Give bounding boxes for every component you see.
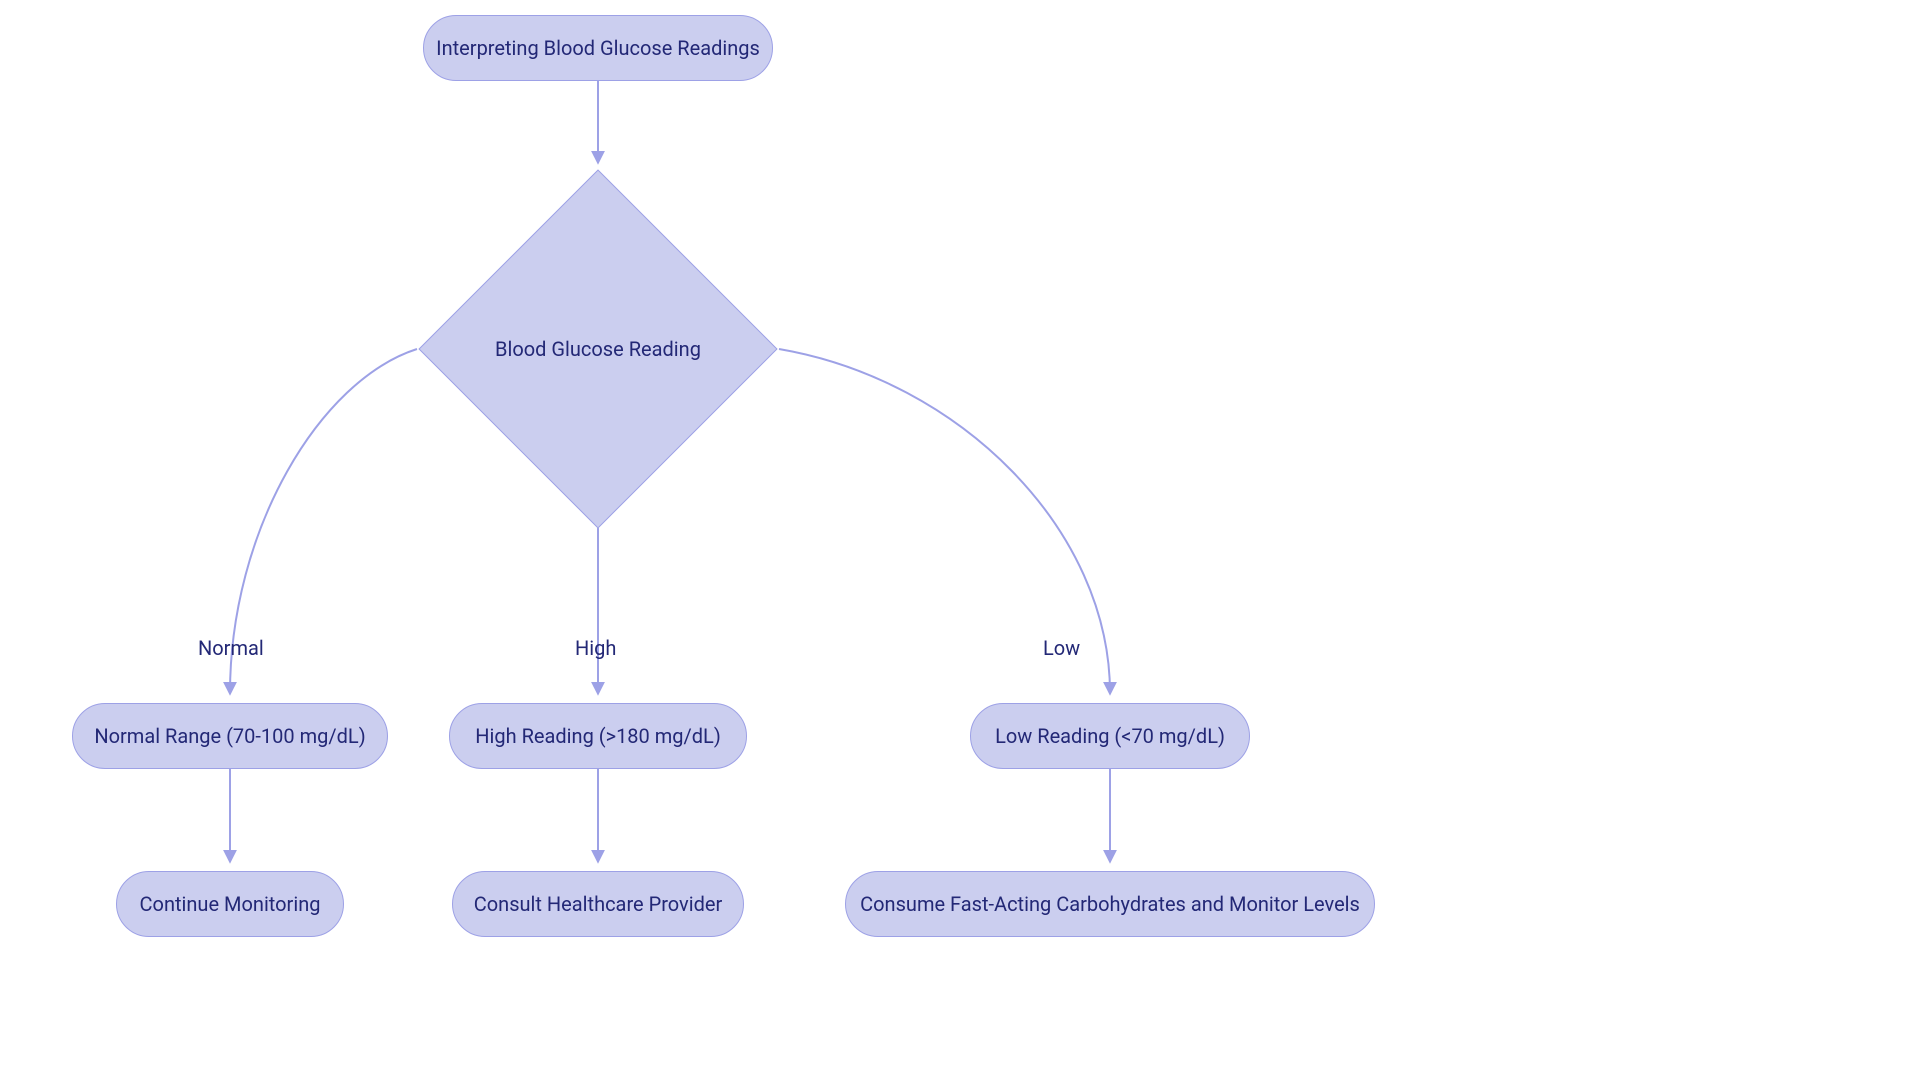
node-action-low: Consume Fast-Acting Carbohydrates and Mo… [845,871,1375,937]
edge-label-high: High [575,636,616,660]
edge-label-normal: Normal [198,636,264,660]
flowchart-canvas: Interpreting Blood Glucose Readings Bloo… [0,0,1920,1083]
node-decision-text: Blood Glucose Reading [495,336,701,362]
node-low-text: Low Reading (<70 mg/dL) [995,723,1225,749]
node-normal: Normal Range (70-100 mg/dL) [72,703,388,769]
node-decision: Blood Glucose Reading [471,222,725,476]
node-action-high-text: Consult Healthcare Provider [474,891,723,917]
node-action-high: Consult Healthcare Provider [452,871,744,937]
node-title-text: Interpreting Blood Glucose Readings [436,35,760,61]
node-action-normal-text: Continue Monitoring [140,891,321,917]
node-action-normal: Continue Monitoring [116,871,344,937]
node-normal-text: Normal Range (70-100 mg/dL) [94,723,365,749]
node-title: Interpreting Blood Glucose Readings [423,15,773,81]
node-high: High Reading (>180 mg/dL) [449,703,747,769]
edge-label-low: Low [1043,636,1080,660]
node-action-low-text: Consume Fast-Acting Carbohydrates and Mo… [860,891,1360,917]
node-high-text: High Reading (>180 mg/dL) [475,723,721,749]
node-low: Low Reading (<70 mg/dL) [970,703,1250,769]
